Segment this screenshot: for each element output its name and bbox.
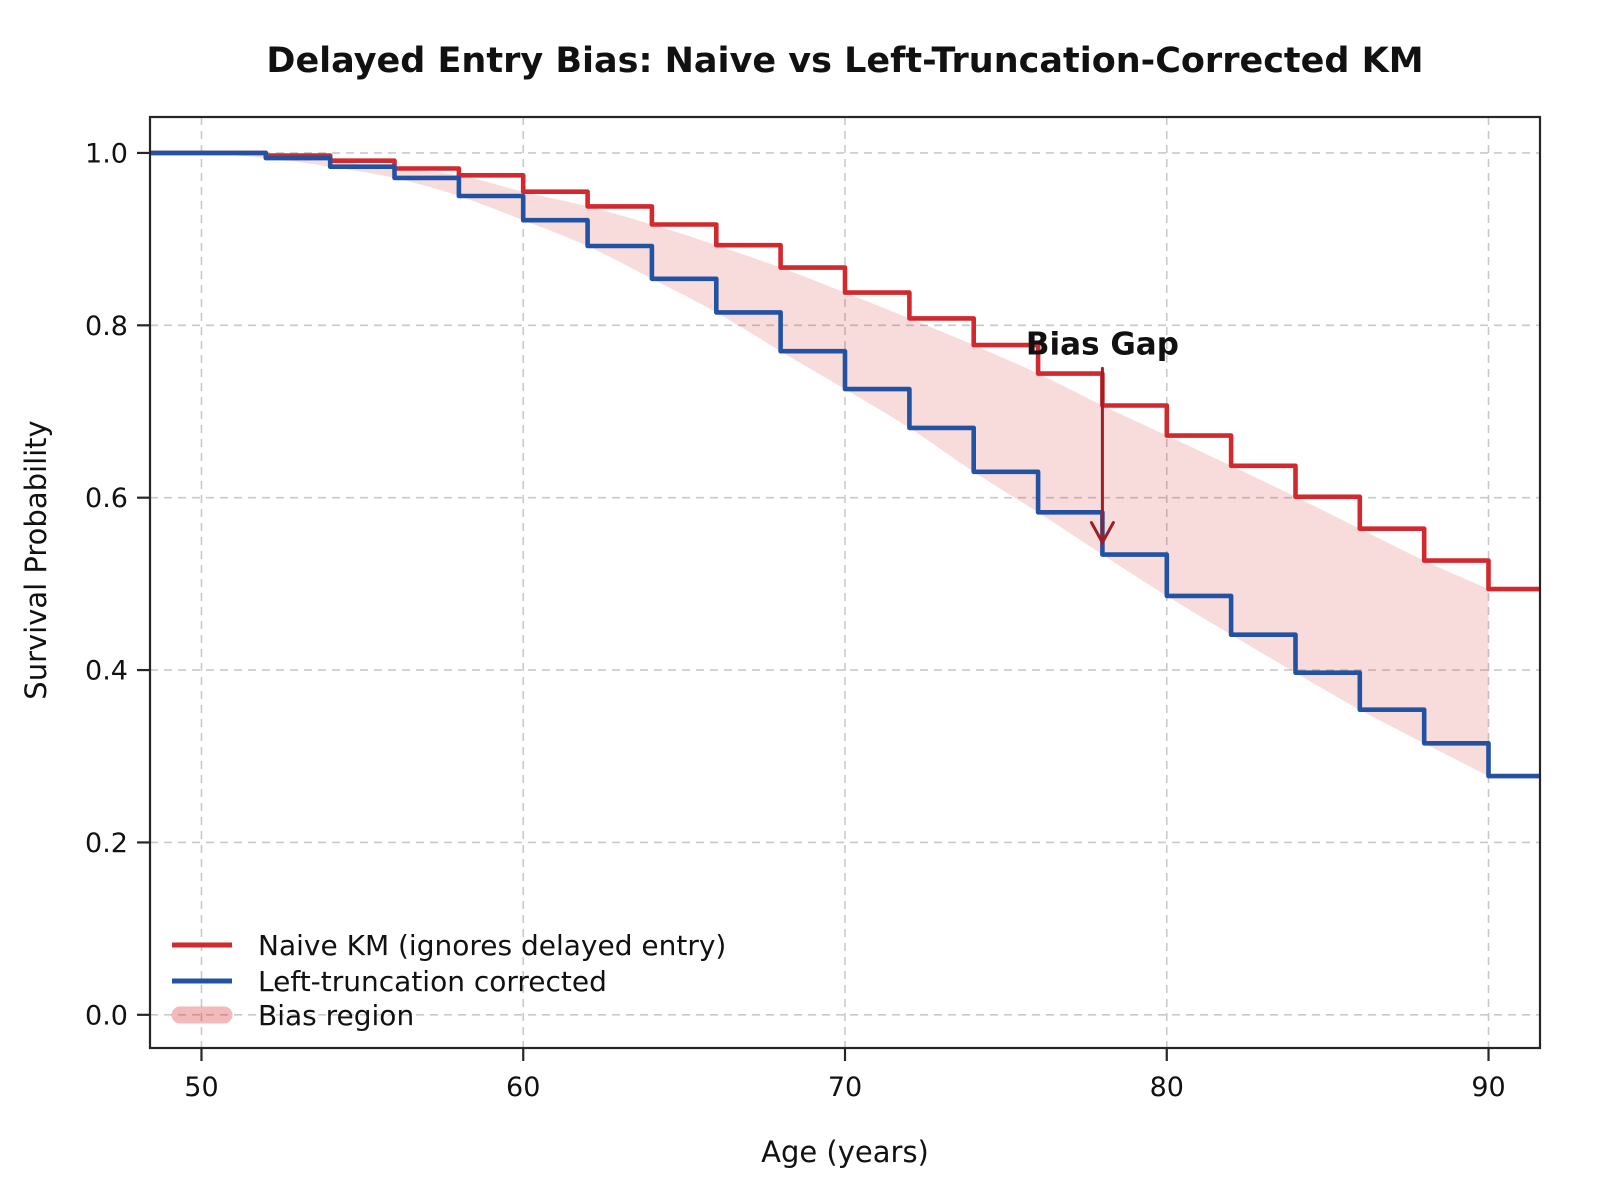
corrected-km-curve [150, 150, 1540, 779]
y-tick-label-0.0: 0.0 [85, 1000, 128, 1031]
chart-title: Delayed Entry Bias: Naive vs Left-Trunca… [266, 41, 1423, 81]
x-tick-label-60: 60 [506, 1072, 540, 1103]
y-tick-label-0.2: 0.2 [85, 828, 128, 859]
x-axis-label: Age (years) [761, 1135, 929, 1169]
y-tick-label-0.6: 0.6 [85, 483, 128, 514]
naive-km-curve [150, 150, 1540, 592]
legend-label-left-truncation: Left-truncation corrected [258, 965, 607, 998]
x-tick-label-80: 80 [1150, 1072, 1184, 1103]
legend-label-bias-region: Bias region [258, 999, 414, 1032]
x-tick-label-90: 90 [1471, 1072, 1505, 1103]
axis-ticks-and-labels: 50 60 70 80 90 0.0 0.2 0.4 0.6 0.8 1.0 [85, 138, 1506, 1103]
x-tick-label-50: 50 [184, 1072, 218, 1103]
y-tick-label-1.0: 1.0 [85, 138, 128, 169]
y-axis-label: Survival Probability [19, 420, 53, 699]
km-curves [150, 150, 1540, 779]
y-tick-label-0.8: 0.8 [85, 311, 128, 342]
bias-gap-label: Bias Gap [1026, 327, 1179, 363]
bias-gap-arrow-head [1089, 521, 1115, 546]
x-tick-label-70: 70 [828, 1072, 862, 1103]
legend-label-naive-km: Naive KM (ignores delayed entry) [258, 929, 726, 962]
bias-gap-annotation: Bias Gap [1026, 327, 1179, 546]
legend: Naive KM (ignores delayed entry) Left-tr… [171, 929, 726, 1032]
y-tick-label-0.4: 0.4 [85, 656, 128, 687]
